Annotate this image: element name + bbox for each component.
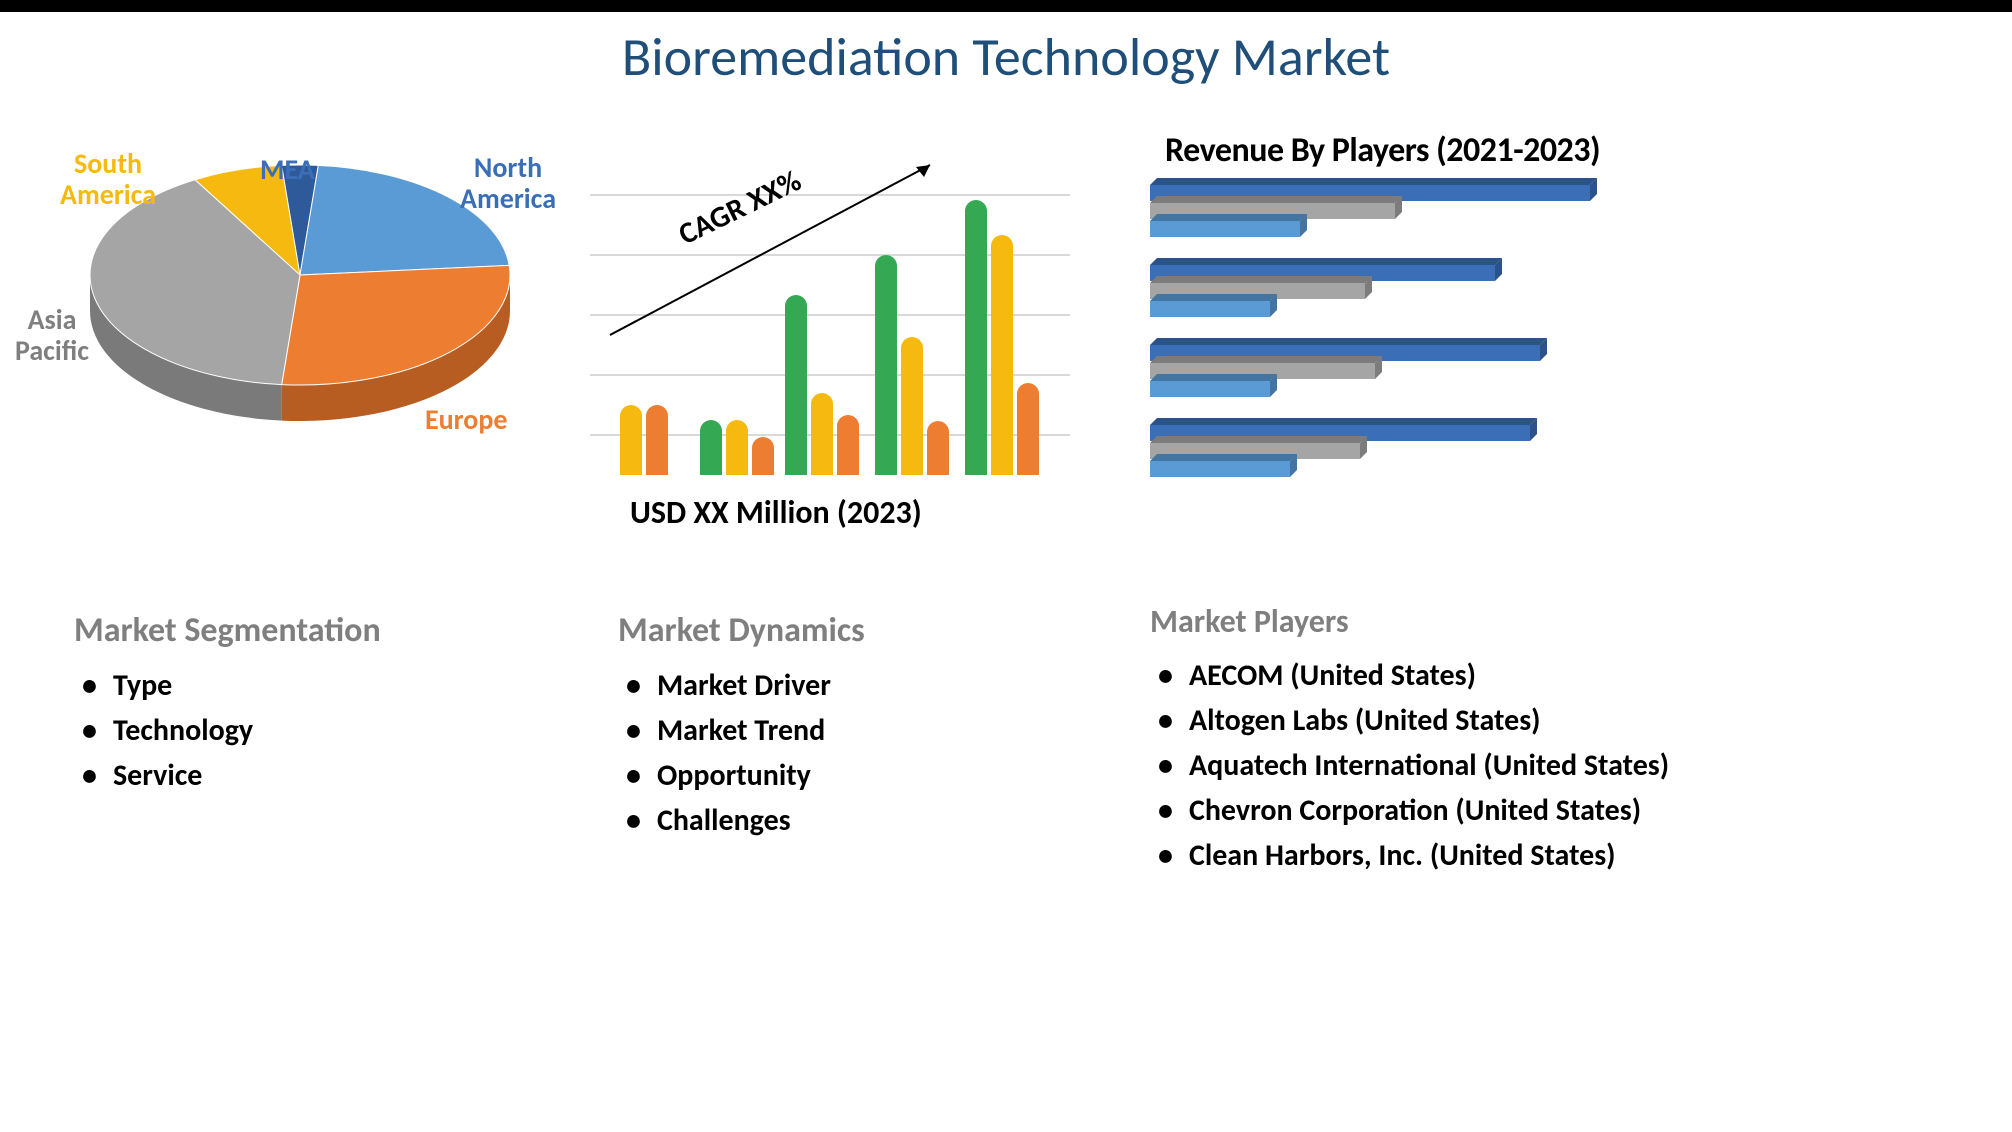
market-dynamics: Market Dynamics Market DriverMarket Tren… (618, 610, 1078, 843)
list-item: Aquatech International (United States) (1150, 743, 1930, 788)
pie-label-mea: MEA (260, 155, 315, 186)
pie-label-north-america: NorthAmerica (460, 153, 556, 215)
revenue-chart: Revenue By Players (2021-2023) (1150, 125, 1790, 465)
column-caption: USD XX Million (2023) (630, 493, 922, 532)
list-item: Technology (74, 708, 534, 753)
pie-label-europe: Europe (425, 405, 507, 436)
segmentation-heading: Market Segmentation (74, 610, 534, 651)
list-item: Opportunity (618, 753, 1078, 798)
pie-label-asia-pacific: AsiaPacific (15, 305, 89, 367)
dynamics-list: Market DriverMarket TrendOpportunityChal… (618, 663, 1078, 843)
pie-label-south-america: SouthAmerica (60, 149, 156, 211)
list-item: Market Trend (618, 708, 1078, 753)
pie-chart: SouthAmerica MEA NorthAmerica AsiaPacifi… (60, 145, 550, 465)
revenue-title: Revenue By Players (2021-2023) (1165, 130, 1600, 171)
list-item: AECOM (United States) (1150, 653, 1930, 698)
page-title: Bioremediation Technology Market (0, 24, 2012, 90)
players-heading: Market Players (1150, 602, 1930, 641)
market-segmentation: Market Segmentation TypeTechnologyServic… (74, 610, 534, 798)
list-item: Market Driver (618, 663, 1078, 708)
players-list: AECOM (United States)Altogen Labs (Unite… (1150, 653, 1930, 878)
column-chart: CAGR XX% USD XX Million (2023) (590, 155, 1090, 495)
market-players: Market Players AECOM (United States)Alto… (1150, 602, 1930, 878)
top-black-bar (0, 0, 2012, 12)
list-item: Challenges (618, 798, 1078, 843)
column-svg: CAGR XX% (590, 155, 1070, 475)
svg-text:CAGR XX%: CAGR XX% (673, 162, 807, 253)
list-item: Chevron Corporation (United States) (1150, 788, 1930, 833)
list-item: Altogen Labs (United States) (1150, 698, 1930, 743)
segmentation-list: TypeTechnologyService (74, 663, 534, 798)
dynamics-heading: Market Dynamics (618, 610, 1078, 651)
revenue-svg (1150, 125, 1790, 505)
list-item: Service (74, 753, 534, 798)
list-item: Type (74, 663, 534, 708)
list-item: Clean Harbors, Inc. (United States) (1150, 833, 1930, 878)
